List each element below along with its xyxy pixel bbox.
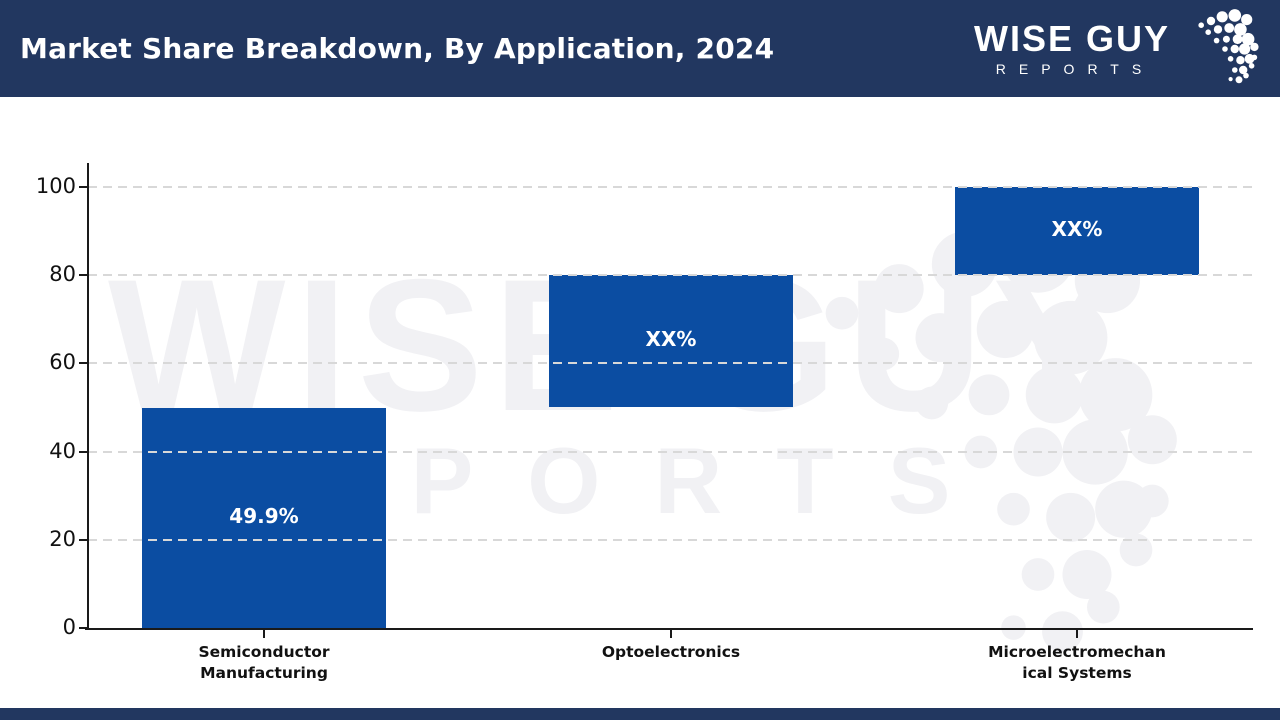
bar-1 [142, 407, 386, 628]
x-axis [85, 628, 1253, 630]
y-tick-40 [79, 450, 87, 453]
bar-value-label-2: XX% [645, 327, 697, 352]
y-tick-label-100: 100 [35, 174, 76, 198]
category-label-line: Optoelectronics [601, 643, 741, 661]
y-tick-100 [79, 186, 87, 188]
y-tick-0 [79, 627, 87, 629]
bar-3 [955, 187, 1199, 276]
page-title: Market Share Breakdown, By Application, … [20, 32, 775, 65]
x-tick-2 [670, 630, 672, 638]
chart-canvas: WISE GUY REPORTS 0 20 40 60 80 100 49.9% Semico… [0, 97, 1280, 708]
category-label-line: Semiconductor [198, 643, 330, 661]
y-tick-label-0: 0 [62, 615, 76, 639]
gridline-40 [88, 450, 1253, 453]
category-label-3: Microelectromechan ical Systems [947, 642, 1207, 684]
y-tick-label-60: 60 [49, 350, 76, 375]
y-tick-80 [79, 274, 87, 277]
x-tick-3 [1076, 630, 1078, 638]
y-tick-20 [79, 538, 87, 541]
y-tick-60 [79, 362, 87, 365]
bar-2 [549, 275, 793, 408]
brand-subname: REPORTS [995, 61, 1155, 77]
category-label-2: Optoelectronics [541, 642, 801, 663]
category-label-line: Microelectromechan [988, 643, 1166, 661]
gridline-80 [88, 274, 1253, 277]
gridline-60 [88, 362, 1253, 365]
brand-name: WISE GUY [973, 18, 1170, 59]
gridline-20 [88, 538, 1253, 541]
logo-head-icon [1198, 8, 1259, 83]
bar-value-label-1: 49.9% [229, 503, 299, 528]
footer-bar [0, 708, 1280, 720]
y-axis [87, 163, 89, 630]
gridline-100 [88, 186, 1253, 188]
y-tick-label-80: 80 [49, 262, 76, 287]
brand-logo: WISE GUY REPORTS [974, 7, 1260, 91]
category-label-line: ical Systems [1022, 663, 1132, 682]
y-tick-label-20: 20 [49, 526, 76, 551]
header-bar: Market Share Breakdown, By Application, … [0, 0, 1280, 97]
y-tick-label-40: 40 [49, 438, 76, 463]
bar-value-label-3: XX% [1051, 217, 1103, 242]
category-label-line: Manufacturing [200, 663, 328, 682]
category-label-1: Semiconductor Manufacturing [134, 642, 394, 684]
x-tick-1 [263, 630, 265, 638]
brand-logo-text: WISE GUY REPORTS [973, 18, 1170, 77]
